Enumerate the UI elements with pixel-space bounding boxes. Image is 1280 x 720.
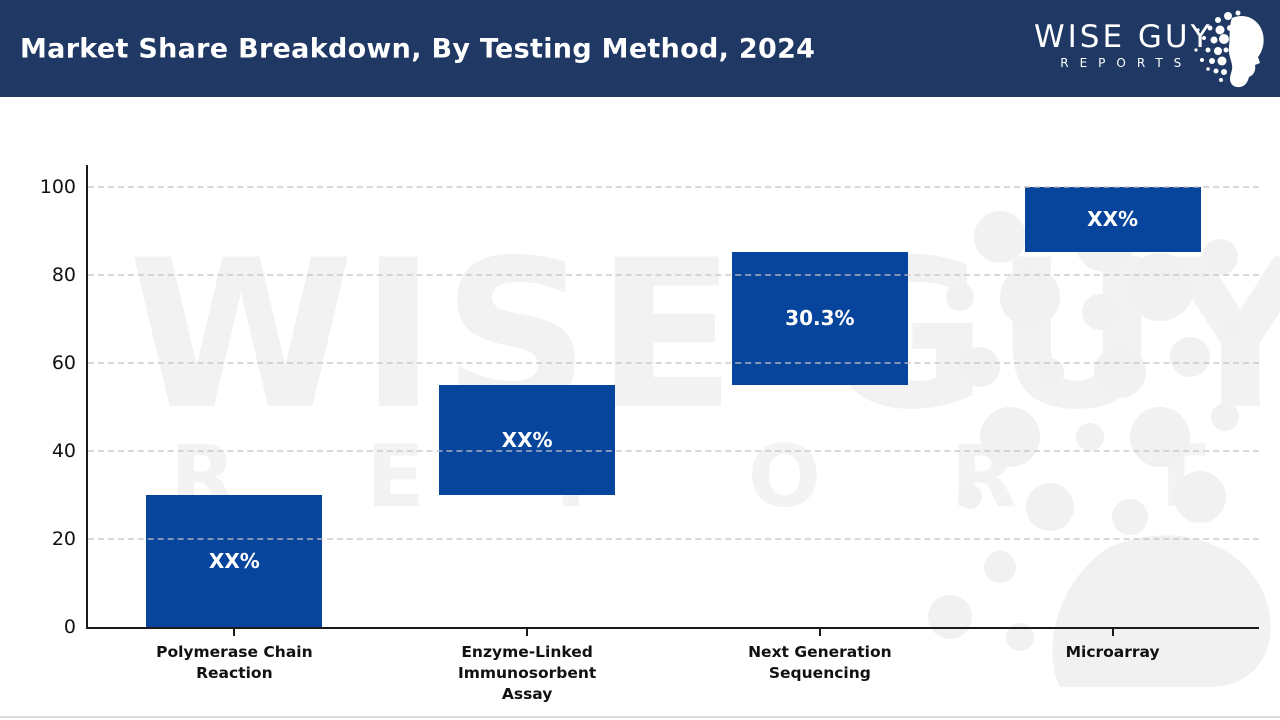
- logo-wordmark-line1: WISE GUY: [1034, 19, 1213, 55]
- bar-value-label: 30.3%: [785, 306, 855, 331]
- x-axis-tick: [818, 629, 821, 636]
- x-axis-tick: [526, 629, 529, 636]
- wise-guy-reports-logo: WISE GUY REPORTS: [1016, 8, 1266, 90]
- y-axis-line: [86, 165, 88, 629]
- bar-value-label: XX%: [208, 549, 260, 573]
- logo-wordmark: WISE GUY REPORTS: [1034, 19, 1213, 71]
- bottom-divider: [0, 716, 1280, 718]
- x-axis-line: [86, 627, 1259, 629]
- gridline-y100: [88, 186, 1259, 188]
- dotted-head-icon: [1194, 10, 1264, 88]
- y-axis-tick-label: 20: [51, 528, 76, 550]
- y-axis-tick-label: 100: [39, 176, 76, 198]
- bar-value-label: XX%: [501, 428, 553, 452]
- gridline-y60: [88, 362, 1259, 364]
- gridline-y80: [88, 274, 1259, 276]
- x-category-label: Polymerase Chain Reaction: [156, 643, 313, 682]
- gridline-y20: [88, 538, 1259, 540]
- bar-segment: XX%: [439, 385, 616, 495]
- bar-value-label: XX%: [1087, 207, 1139, 232]
- bar-segment: XX%: [1024, 187, 1201, 252]
- bar-segment: 30.3%: [731, 251, 908, 385]
- x-axis-tick: [233, 629, 236, 636]
- x-category-label: Enzyme-Linked Immunosorbent Assay: [457, 643, 597, 703]
- bar-segment: XX%: [146, 495, 323, 627]
- y-axis-tick-label: 60: [51, 352, 76, 374]
- chart-title: Market Share Breakdown, By Testing Metho…: [20, 33, 816, 64]
- x-axis-tick: [1111, 629, 1114, 636]
- y-axis-tick-label: 0: [63, 616, 76, 638]
- x-category-label: Microarray: [1065, 643, 1160, 661]
- gridline-y40: [88, 450, 1259, 452]
- y-axis-tick-label: 80: [51, 264, 76, 286]
- header-band: Market Share Breakdown, By Testing Metho…: [0, 0, 1280, 97]
- plot-region: 0 20 40 60 80 100 XX% Polymerase Chain Reaction…: [0, 97, 1280, 720]
- logo-wordmark-line2: REPORTS: [1060, 56, 1193, 70]
- x-category-label: Next Generation Sequencing: [748, 643, 892, 682]
- y-axis-tick-label: 40: [51, 440, 76, 462]
